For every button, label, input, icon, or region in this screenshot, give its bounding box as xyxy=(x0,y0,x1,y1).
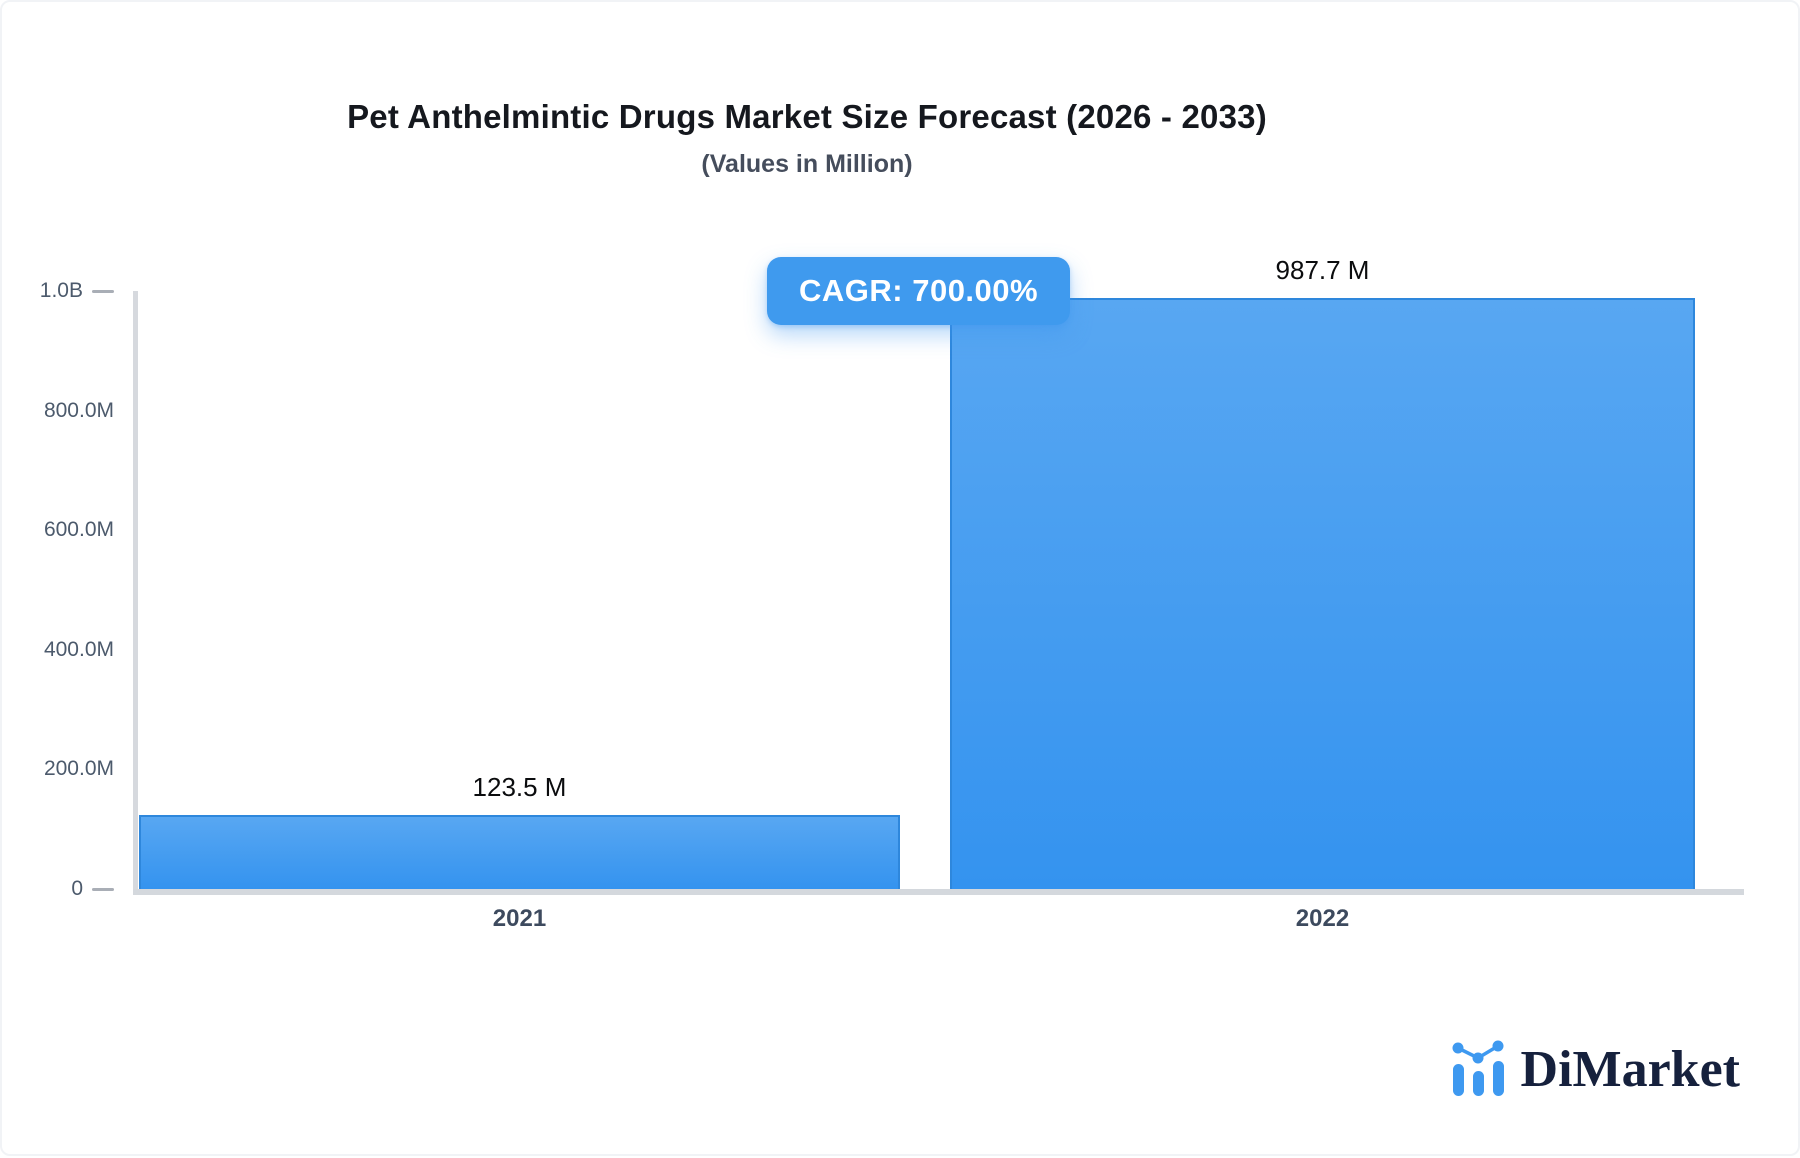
y-tick-label-1.0B: 1.0B xyxy=(40,279,114,303)
chart-header: Pet Anthelmintic Drugs Market Size Forec… xyxy=(2,2,1612,179)
y-tick-text: 600.0M xyxy=(43,518,114,542)
y-axis-line xyxy=(133,291,138,889)
y-tick-dash xyxy=(92,887,114,891)
bar-2021 xyxy=(139,815,900,889)
y-tick-label-400.0M: 400.0M xyxy=(44,638,114,662)
x-tick-label-2021: 2021 xyxy=(492,905,547,932)
dimarket-logo-icon xyxy=(1452,1040,1504,1096)
value-label-2021: 123.5 M xyxy=(472,772,567,803)
y-tick-text: 1.0B xyxy=(39,279,83,302)
y-tick-text: 800.0M xyxy=(43,398,114,422)
dimarket-logo: DiMarket xyxy=(1450,1038,1740,1096)
y-tick-label-200.0M: 200.0M xyxy=(44,757,114,781)
x-axis-line xyxy=(133,889,1744,895)
y-tick-label-800.0M: 800.0M xyxy=(44,399,114,423)
x-tick-label-2022: 2022 xyxy=(1295,905,1350,932)
y-tick-text: 0 xyxy=(71,877,83,900)
bar-2022 xyxy=(950,298,1695,889)
y-tick-text: 200.0M xyxy=(43,757,114,781)
plot-area: 123.5 M 987.7 M xyxy=(133,255,1744,889)
y-tick-label-0: 0 xyxy=(71,877,114,901)
y-tick-label-600.0M: 600.0M xyxy=(44,518,114,542)
cagr-badge: CAGR: 700.00% xyxy=(767,257,1071,325)
y-axis: 1.0B 800.0M 600.0M 400.0M 200.0M 0 xyxy=(2,2,122,1158)
chart-title: Pet Anthelmintic Drugs Market Size Forec… xyxy=(347,98,1267,135)
value-label-2022: 987.7 M xyxy=(1275,255,1370,286)
y-tick-dash xyxy=(92,289,114,293)
y-tick-text: 400.0M xyxy=(43,637,114,661)
dimarket-logo-text: DiMarket xyxy=(1520,1041,1740,1098)
chart-subtitle: (Values in Million) xyxy=(701,150,913,178)
